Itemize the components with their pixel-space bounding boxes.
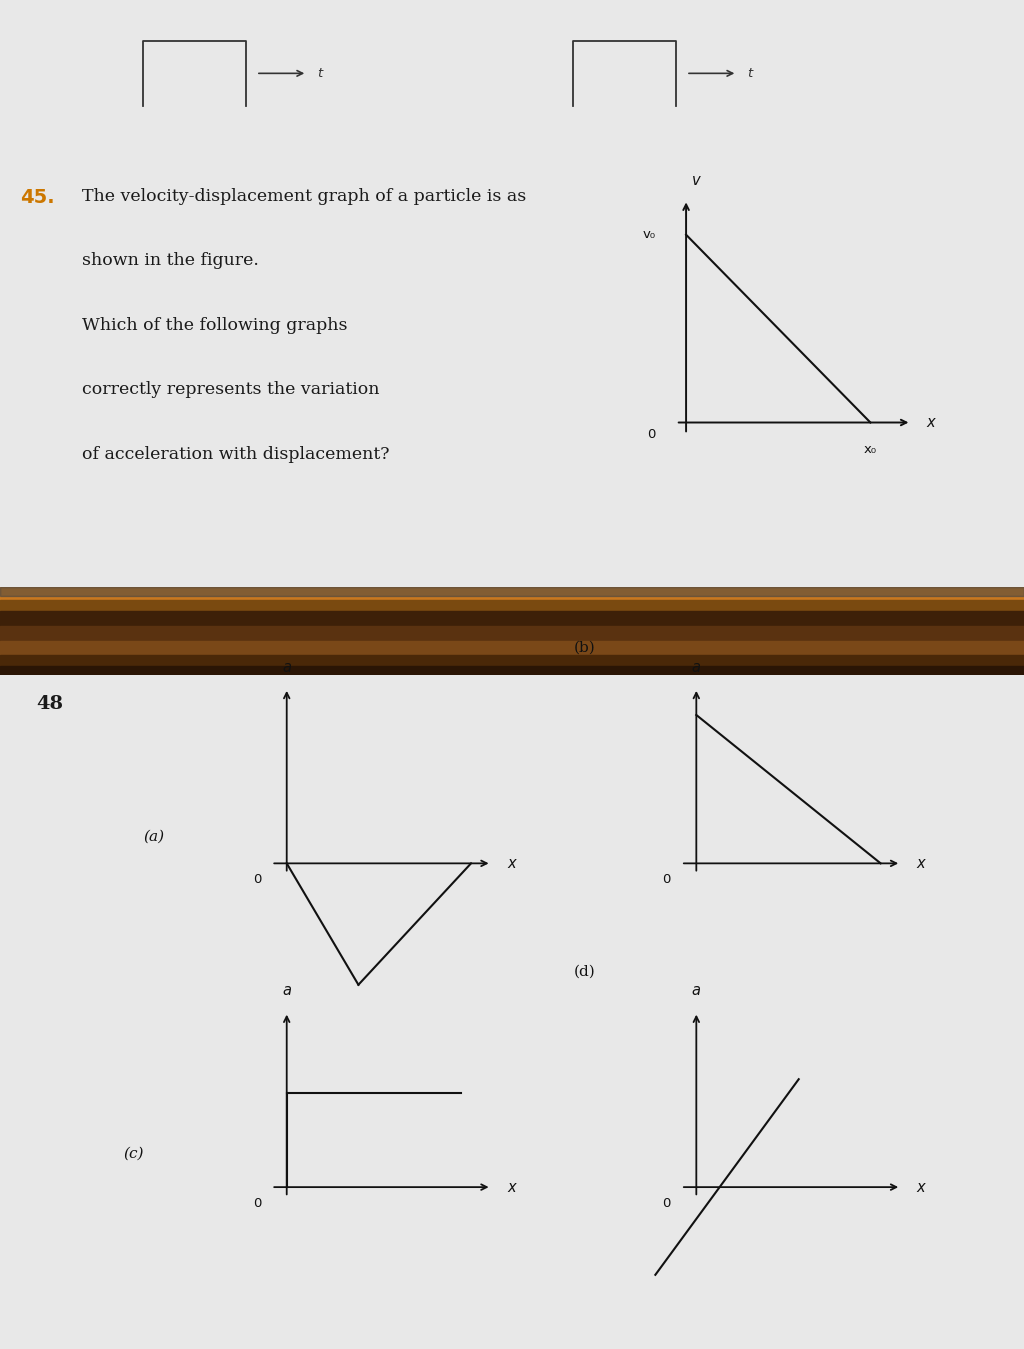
Text: (a): (a) <box>143 830 165 843</box>
Text: 0: 0 <box>253 1198 261 1210</box>
Text: 48: 48 <box>36 695 62 712</box>
Text: 0: 0 <box>663 1198 671 1210</box>
Text: a: a <box>283 983 291 998</box>
Text: a: a <box>283 660 291 674</box>
Text: x: x <box>507 1179 515 1195</box>
Text: v₀: v₀ <box>642 228 655 241</box>
Bar <box>0 656 1024 666</box>
Text: t: t <box>748 67 753 80</box>
Text: of acceleration with displacement?: of acceleration with displacement? <box>82 447 389 463</box>
Text: (c): (c) <box>123 1147 143 1160</box>
Text: The velocity-displacement graph of a particle is as: The velocity-displacement graph of a par… <box>82 188 526 205</box>
Text: x: x <box>916 855 925 871</box>
Bar <box>0 611 1024 626</box>
Text: x: x <box>507 855 515 871</box>
Text: (d): (d) <box>573 965 595 978</box>
Text: shown in the figure.: shown in the figure. <box>82 252 259 270</box>
Text: t: t <box>317 67 323 80</box>
Bar <box>0 587 1024 600</box>
Text: a: a <box>692 660 700 674</box>
Text: 0: 0 <box>663 874 671 886</box>
Text: v: v <box>692 173 700 188</box>
Bar <box>0 626 1024 641</box>
Text: x: x <box>927 415 935 430</box>
Text: 0: 0 <box>647 429 655 441</box>
Bar <box>0 641 1024 656</box>
Text: Which of the following graphs: Which of the following graphs <box>82 317 347 335</box>
Text: 0: 0 <box>253 874 261 886</box>
Text: x₀: x₀ <box>864 442 877 456</box>
Bar <box>0 587 1024 596</box>
Text: a: a <box>692 983 700 998</box>
Bar <box>0 666 1024 674</box>
Text: (b): (b) <box>573 641 595 654</box>
Text: correctly represents the variation: correctly represents the variation <box>82 382 380 398</box>
Text: x: x <box>916 1179 925 1195</box>
Text: 45.: 45. <box>20 188 55 206</box>
Bar <box>0 600 1024 611</box>
